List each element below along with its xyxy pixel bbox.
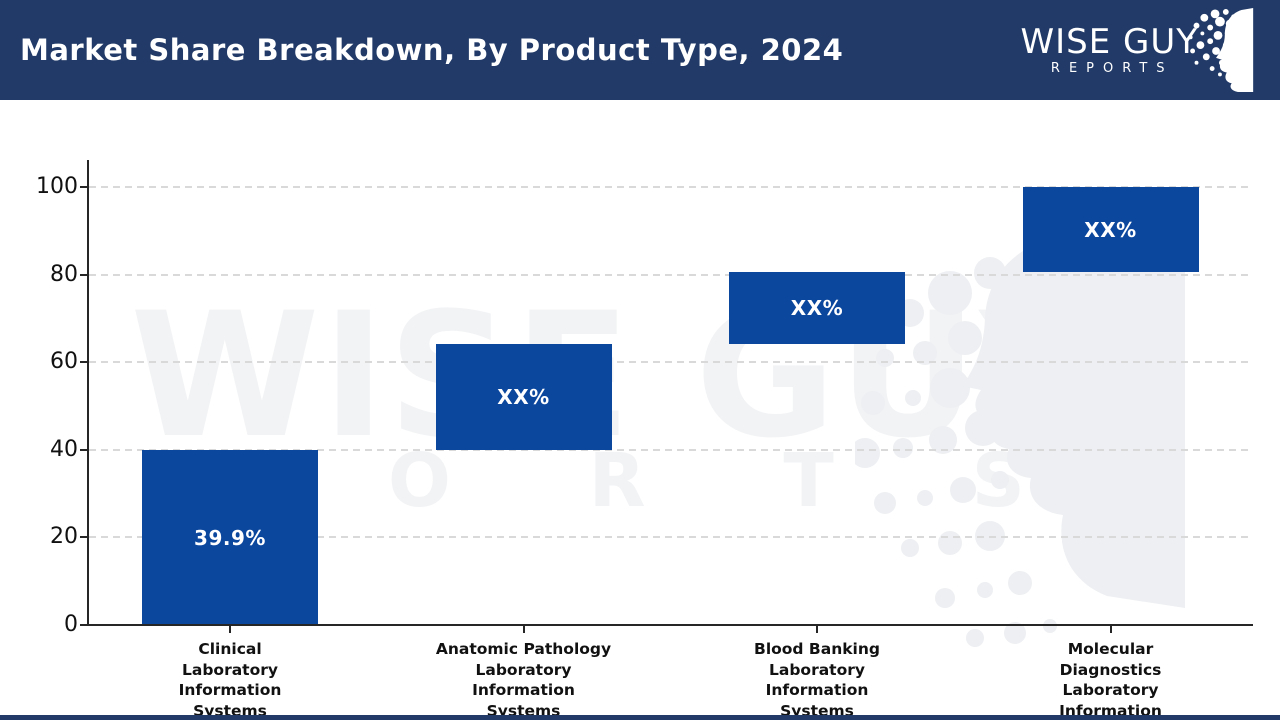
y-axis-tick: [80, 536, 88, 539]
bar-value-label: XX%: [1084, 217, 1137, 242]
y-axis-tick: [80, 273, 88, 276]
waterfall-bar-2: XX%: [435, 343, 612, 451]
x-axis-category-label: Clinical Laboratory Information Systems: [178, 640, 282, 720]
y-axis-tick-label: 20: [50, 524, 78, 550]
header-bar: Market Share Breakdown, By Product Type,…: [0, 0, 1280, 100]
x-axis-tick: [816, 626, 818, 633]
x-axis-tick: [522, 626, 525, 633]
wise-guy-reports-logo: WISE GUY REPORTS: [1020, 8, 1254, 92]
x-axis-tick: [229, 626, 231, 633]
dotted-head-icon: [1188, 8, 1254, 92]
x-axis-line: [87, 624, 1253, 626]
y-axis-tick-label: 60: [50, 349, 78, 375]
chart-area: WISE GUY P O R T S 0 20 40 60 80 100 39.9% Clin…: [0, 100, 1280, 720]
y-axis-tick-label: 100: [36, 174, 78, 199]
y-axis-tick-label: 0: [64, 612, 78, 637]
x-axis-category-label: Blood Banking Laboratory Information Sys…: [754, 640, 880, 720]
y-axis-tick-label: 80: [50, 261, 78, 287]
gridline-60: [89, 361, 1253, 364]
y-axis-line: [87, 160, 89, 626]
bar-value-label: XX%: [497, 385, 550, 409]
logo-text: WISE GUY REPORTS: [1020, 24, 1198, 77]
bar-value-label: XX%: [790, 296, 844, 321]
x-axis-tick: [1109, 626, 1112, 633]
bar-value-label: 39.9%: [194, 525, 266, 550]
gridline-40: [89, 448, 1253, 451]
waterfall-bar-3: XX%: [729, 272, 905, 344]
y-axis-tick: [80, 186, 88, 188]
footer-bar: [0, 715, 1280, 720]
y-axis-tick-label: 40: [50, 436, 78, 462]
gridline-20: [89, 536, 1253, 539]
y-axis-tick: [80, 361, 88, 364]
logo-subtitle: REPORTS: [1050, 60, 1174, 76]
gridline-80: [89, 273, 1253, 276]
y-axis-tick: [80, 448, 88, 451]
waterfall-bar-1: 39.9%: [142, 450, 318, 625]
y-axis-tick: [80, 624, 88, 626]
waterfall-bar-4: XX%: [1022, 187, 1199, 273]
gridline-100: [89, 186, 1253, 188]
x-axis-category-label: Anatomic Pathology Laboratory Informatio…: [435, 640, 612, 720]
watermark-head-icon: [855, 236, 1185, 647]
x-axis-category-label: Molecular Diagnostics Laboratory Informa…: [1059, 640, 1162, 720]
page-title: Market Share Breakdown, By Product Type,…: [20, 33, 844, 67]
logo-wordmark: WISE GUY: [1020, 21, 1198, 62]
